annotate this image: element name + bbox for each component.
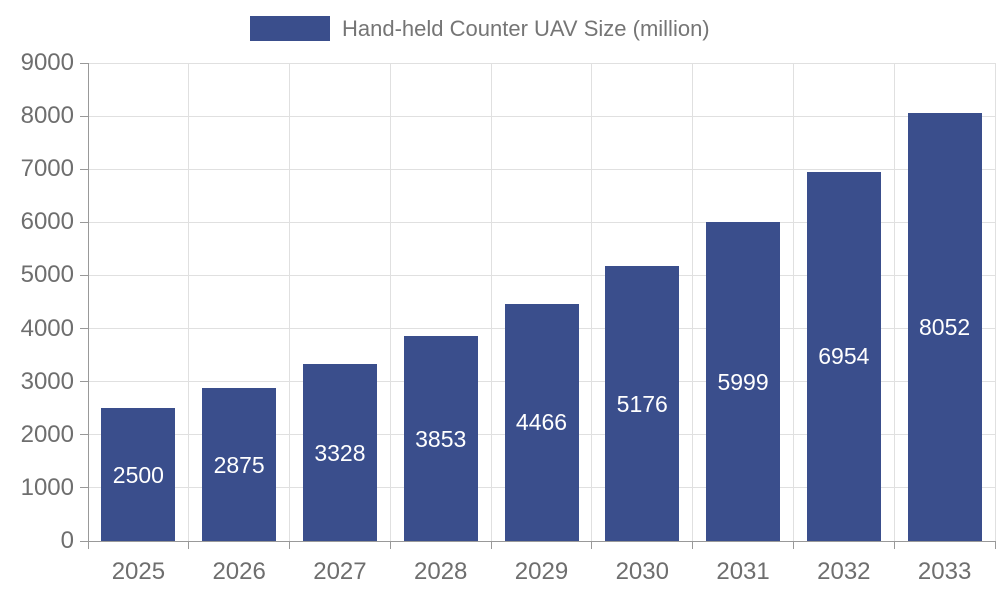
- gridline-v-8: [893, 63, 895, 541]
- y-tick-4000: [80, 328, 88, 330]
- x-tick-7: [792, 541, 794, 549]
- bar-2026[interactable]: [202, 388, 277, 541]
- x-tick-2: [289, 541, 291, 549]
- gridline-h-9000: [88, 62, 995, 64]
- gridline-h-5000: [88, 274, 995, 276]
- gridline-h-7000: [88, 168, 995, 170]
- bar-2029[interactable]: [504, 303, 579, 541]
- x-tick-label-2030: 2030: [615, 558, 669, 585]
- x-tick-label-2026: 2026: [212, 558, 266, 585]
- x-tick-label-2031: 2031: [716, 558, 770, 585]
- x-tick-label-2029: 2029: [514, 558, 569, 585]
- x-tick-9: [994, 541, 996, 549]
- x-tick-label-2033: 2033: [917, 558, 972, 585]
- x-tick-8: [893, 541, 895, 549]
- bar-2027[interactable]: [302, 364, 377, 541]
- bar-2028[interactable]: [403, 336, 478, 541]
- gridline-v-4: [490, 63, 492, 541]
- bar-2031[interactable]: [706, 222, 781, 541]
- x-tick-5: [591, 541, 593, 549]
- x-tick-label-2027: 2027: [313, 558, 367, 585]
- x-axis-line: [88, 540, 996, 542]
- gridline-h-6000: [88, 221, 995, 223]
- gridline-v-5: [591, 63, 593, 541]
- y-tick-label-2000: 2000: [20, 420, 74, 448]
- x-tick-label-2028: 2028: [414, 558, 468, 585]
- y-tick-0: [80, 540, 88, 542]
- y-tick-label-9000: 9000: [20, 49, 74, 76]
- bar-2025[interactable]: [101, 408, 176, 541]
- y-tick-label-4000: 4000: [20, 314, 74, 342]
- gridline-v-9: [994, 63, 996, 541]
- bar-value-label-2029: 4466: [515, 409, 568, 436]
- legend-swatch: [250, 16, 330, 41]
- bar-2033[interactable]: [907, 113, 982, 541]
- y-tick-3000: [80, 381, 88, 383]
- bar-value-label-2032: 6954: [818, 343, 870, 370]
- gridline-v-3: [389, 63, 391, 541]
- y-tick-label-0: 0: [60, 527, 74, 554]
- bar-value-label-2028: 3853: [415, 425, 467, 452]
- bar-2032[interactable]: [806, 171, 881, 541]
- y-tick-8000: [80, 115, 88, 117]
- bar-value-label-2025: 2500: [112, 461, 164, 488]
- bar-value-label-2031: 5999: [717, 368, 769, 395]
- gridline-v-7: [792, 63, 794, 541]
- y-axis-line: [87, 63, 89, 542]
- gridline-v-6: [692, 63, 694, 541]
- x-tick-label-2032: 2032: [817, 558, 871, 585]
- gridline-v-1: [188, 63, 190, 541]
- x-tick-1: [188, 541, 190, 549]
- bar-value-label-2026: 2875: [213, 451, 265, 478]
- y-tick-label-8000: 8000: [20, 102, 74, 130]
- gridline-v-2: [289, 63, 291, 541]
- y-tick-7000: [80, 168, 88, 170]
- bar-value-label-2033: 8052: [919, 314, 971, 341]
- y-tick-label-1000: 1000: [20, 473, 74, 501]
- x-tick-3: [389, 541, 391, 549]
- x-tick-4: [490, 541, 492, 549]
- bar-value-label-2027: 3328: [314, 439, 366, 466]
- x-tick-6: [692, 541, 694, 549]
- y-tick-5000: [80, 274, 88, 276]
- bar-value-label-2030: 5176: [616, 390, 668, 417]
- y-tick-1000: [80, 487, 88, 489]
- legend-item[interactable]: Hand-held Counter UAV Size (million): [250, 16, 710, 41]
- y-tick-label-5000: 5000: [20, 261, 74, 289]
- x-tick-0: [87, 541, 89, 549]
- y-tick-9000: [80, 62, 88, 64]
- y-tick-label-3000: 3000: [20, 367, 74, 395]
- y-tick-6000: [80, 221, 88, 223]
- x-tick-label-2025: 2025: [111, 558, 166, 585]
- bar-2030[interactable]: [605, 266, 680, 541]
- y-tick-2000: [80, 434, 88, 436]
- legend-label: Hand-held Counter UAV Size (million): [342, 16, 710, 41]
- gridline-h-8000: [88, 115, 995, 117]
- y-tick-label-7000: 7000: [20, 155, 74, 183]
- y-tick-label-6000: 6000: [20, 208, 74, 236]
